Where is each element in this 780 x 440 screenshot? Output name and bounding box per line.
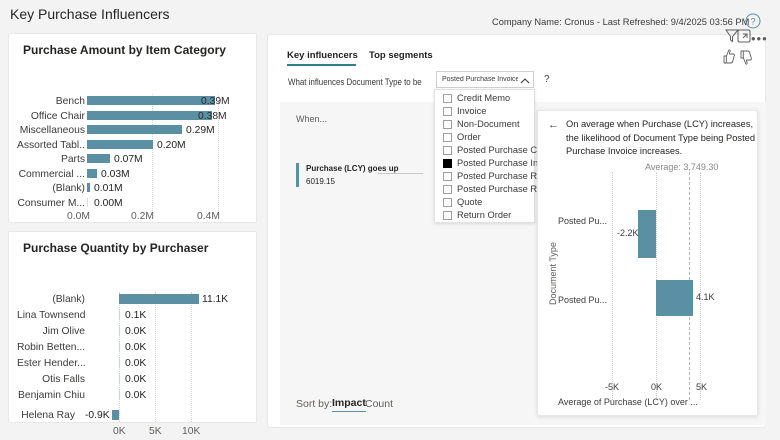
svg-text:?: ? bbox=[750, 17, 755, 27]
